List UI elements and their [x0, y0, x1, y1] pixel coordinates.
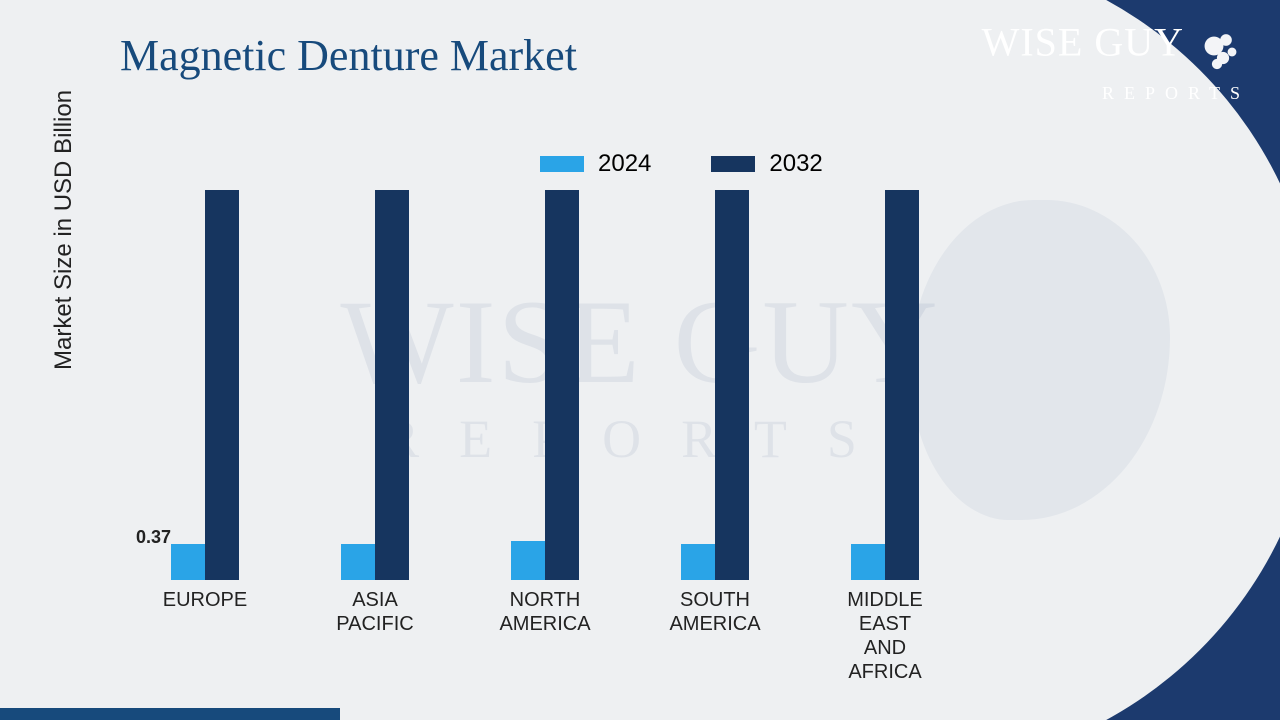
category-label: MIDDLEEASTANDAFRICA [805, 588, 965, 684]
bar-2032 [545, 190, 579, 580]
bar-2024 [851, 544, 885, 580]
bar-2024 [171, 544, 205, 580]
chart-title: Magnetic Denture Market [120, 30, 577, 81]
brand-line2: REPORTS [982, 84, 1250, 102]
legend-label-2024: 2024 [598, 150, 651, 178]
bar-2032 [715, 190, 749, 580]
legend-item-2032: 2032 [711, 150, 822, 178]
bottom-accent-bar [0, 708, 340, 720]
brand-line1: WISE GUY [982, 20, 1184, 65]
bar-2024 [681, 544, 715, 580]
brand-logo: WISE GUY REPORTS [982, 22, 1250, 102]
legend-swatch-2032 [711, 156, 755, 172]
bar-2024 [511, 541, 545, 580]
chart-canvas: WISE GUY REPORTS WISE GUY REPORTS Magnet… [0, 0, 1280, 720]
legend-swatch-2024 [540, 156, 584, 172]
category-label: EUROPE [125, 588, 285, 612]
brand-head-icon [1190, 22, 1250, 82]
category-label: NORTHAMERICA [465, 588, 625, 636]
legend-label-2032: 2032 [769, 150, 822, 178]
legend-item-2024: 2024 [540, 150, 651, 178]
y-axis-label: Market Size in USD Billion [50, 90, 78, 370]
bar-value-label: 0.37 [136, 527, 171, 548]
bar-2032 [205, 190, 239, 580]
bar-2032 [375, 190, 409, 580]
bar-2024 [341, 544, 375, 580]
bar-2032 [885, 190, 919, 580]
category-label: ASIAPACIFIC [295, 588, 455, 636]
plot-area: 0.37EUROPEASIAPACIFICNORTHAMERICASOUTHAM… [100, 180, 950, 580]
category-label: SOUTHAMERICA [635, 588, 795, 636]
legend: 2024 2032 [540, 150, 823, 178]
